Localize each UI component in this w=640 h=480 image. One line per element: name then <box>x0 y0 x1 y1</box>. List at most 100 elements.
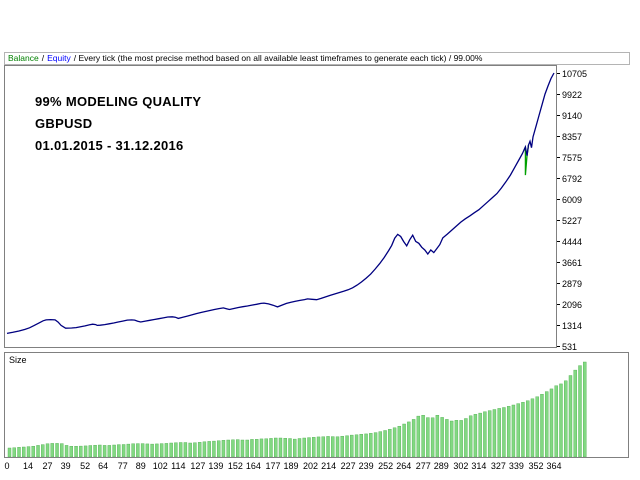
y-axis-tick <box>557 114 560 116</box>
balance-legend-label: Balance <box>8 53 39 63</box>
size-bar <box>487 410 492 457</box>
size-bar <box>312 437 316 457</box>
y-axis-tick <box>557 241 560 242</box>
size-bar <box>483 411 487 457</box>
size-bar <box>74 445 78 457</box>
size-bar <box>421 415 425 457</box>
x-axis-label: 314 <box>471 461 487 471</box>
y-axis-tick <box>557 73 560 74</box>
size-bar <box>283 437 287 457</box>
balance-chart-canvas <box>6 72 555 335</box>
size-bar <box>83 445 88 457</box>
y-axis-label: 2879 <box>562 278 583 289</box>
size-bar <box>316 436 321 457</box>
size-bar <box>64 445 69 457</box>
y-axis-tick <box>557 156 560 158</box>
x-axis-label: 227 <box>340 461 356 471</box>
x-axis-label: 27 <box>42 461 53 471</box>
x-axis-label: 152 <box>227 461 243 471</box>
x-axis-label: 102 <box>152 461 168 471</box>
y-axis-label: 9140 <box>562 110 583 121</box>
size-bar <box>350 434 354 457</box>
size-bar <box>388 428 392 457</box>
x-axis-label: 39 <box>60 461 71 471</box>
size-bar <box>468 415 473 457</box>
size-bar <box>378 431 383 457</box>
size-bar <box>131 443 135 457</box>
modeling-quality-annotation: 99% MODELING QUALITY GBPUSD 01.01.2015 -… <box>35 91 201 157</box>
x-axis-label: 127 <box>190 461 206 471</box>
x-axis-label: 364 <box>546 461 562 471</box>
size-bar <box>583 361 587 457</box>
size-bar <box>278 437 283 457</box>
size-bar <box>354 434 359 457</box>
size-bar <box>140 443 145 457</box>
size-panel-label: Size <box>9 355 27 365</box>
x-axis-label: 352 <box>528 461 544 471</box>
size-bar <box>426 417 430 457</box>
size-bar <box>26 446 31 457</box>
size-bar <box>193 442 197 457</box>
size-bar <box>112 444 116 457</box>
size-bar <box>459 420 463 457</box>
size-bar <box>359 433 363 457</box>
size-bar <box>288 438 292 457</box>
size-bar <box>50 443 54 457</box>
balance-chart: 99% MODELING QUALITY GBPUSD 01.01.2015 -… <box>4 65 557 348</box>
x-axis-label: 14 <box>23 461 34 471</box>
tick-model-description: / Every tick (the most precise method ba… <box>73 53 483 63</box>
legend-separator: / <box>41 53 45 63</box>
y-axis-label: 6009 <box>562 195 583 205</box>
size-bar <box>36 445 40 457</box>
y-axis-label: 7575 <box>562 152 583 163</box>
size-bar <box>297 438 302 457</box>
size-bar <box>98 444 102 457</box>
size-bar <box>183 442 188 457</box>
size-bar <box>445 419 449 457</box>
size-bar <box>573 369 577 457</box>
y-axis-label: 6792 <box>562 173 583 184</box>
size-bar <box>535 396 539 457</box>
x-axis-label: 177 <box>265 461 281 471</box>
size-bar <box>88 445 93 457</box>
y-axis-tick <box>557 262 560 263</box>
size-bar <box>526 400 530 457</box>
x-axis-label: 202 <box>303 461 319 471</box>
size-bar <box>326 436 330 457</box>
size-bar <box>383 430 387 457</box>
x-axis-label: 302 <box>453 461 469 471</box>
y-axis-tick <box>557 346 560 347</box>
size-bar <box>41 444 45 457</box>
size-bar <box>245 439 249 457</box>
x-axis-label: 77 <box>117 461 128 471</box>
size-bar <box>174 442 178 457</box>
equity-legend-label: Equity <box>47 53 71 63</box>
size-bar <box>240 439 245 457</box>
size-bar <box>454 420 459 457</box>
y-axis-tick <box>557 324 560 326</box>
size-bar <box>416 415 421 457</box>
size-bar <box>102 445 107 457</box>
size-bar <box>497 408 501 457</box>
size-bar <box>492 409 497 457</box>
size-bar <box>335 436 340 457</box>
x-axis-label: 52 <box>80 461 91 471</box>
annotation-date-range: 01.01.2015 - 31.12.2016 <box>35 138 184 153</box>
size-bar <box>159 443 164 457</box>
size-bar <box>302 437 306 457</box>
size-bar <box>502 407 506 457</box>
size-bar <box>126 443 131 457</box>
y-axis-tick <box>557 282 560 284</box>
x-axis-label: 339 <box>508 461 524 471</box>
size-bar <box>307 437 311 457</box>
x-axis-label: 252 <box>378 461 394 471</box>
x-axis-label: 289 <box>433 461 449 471</box>
size-bar <box>364 433 368 457</box>
size-bar <box>226 439 230 457</box>
size-bar <box>155 443 159 457</box>
size-bar <box>440 417 444 457</box>
size-bar <box>578 365 582 457</box>
annotation-symbol: GBPUSD <box>35 116 93 131</box>
size-bar <box>7 447 12 457</box>
size-bar <box>545 391 549 457</box>
